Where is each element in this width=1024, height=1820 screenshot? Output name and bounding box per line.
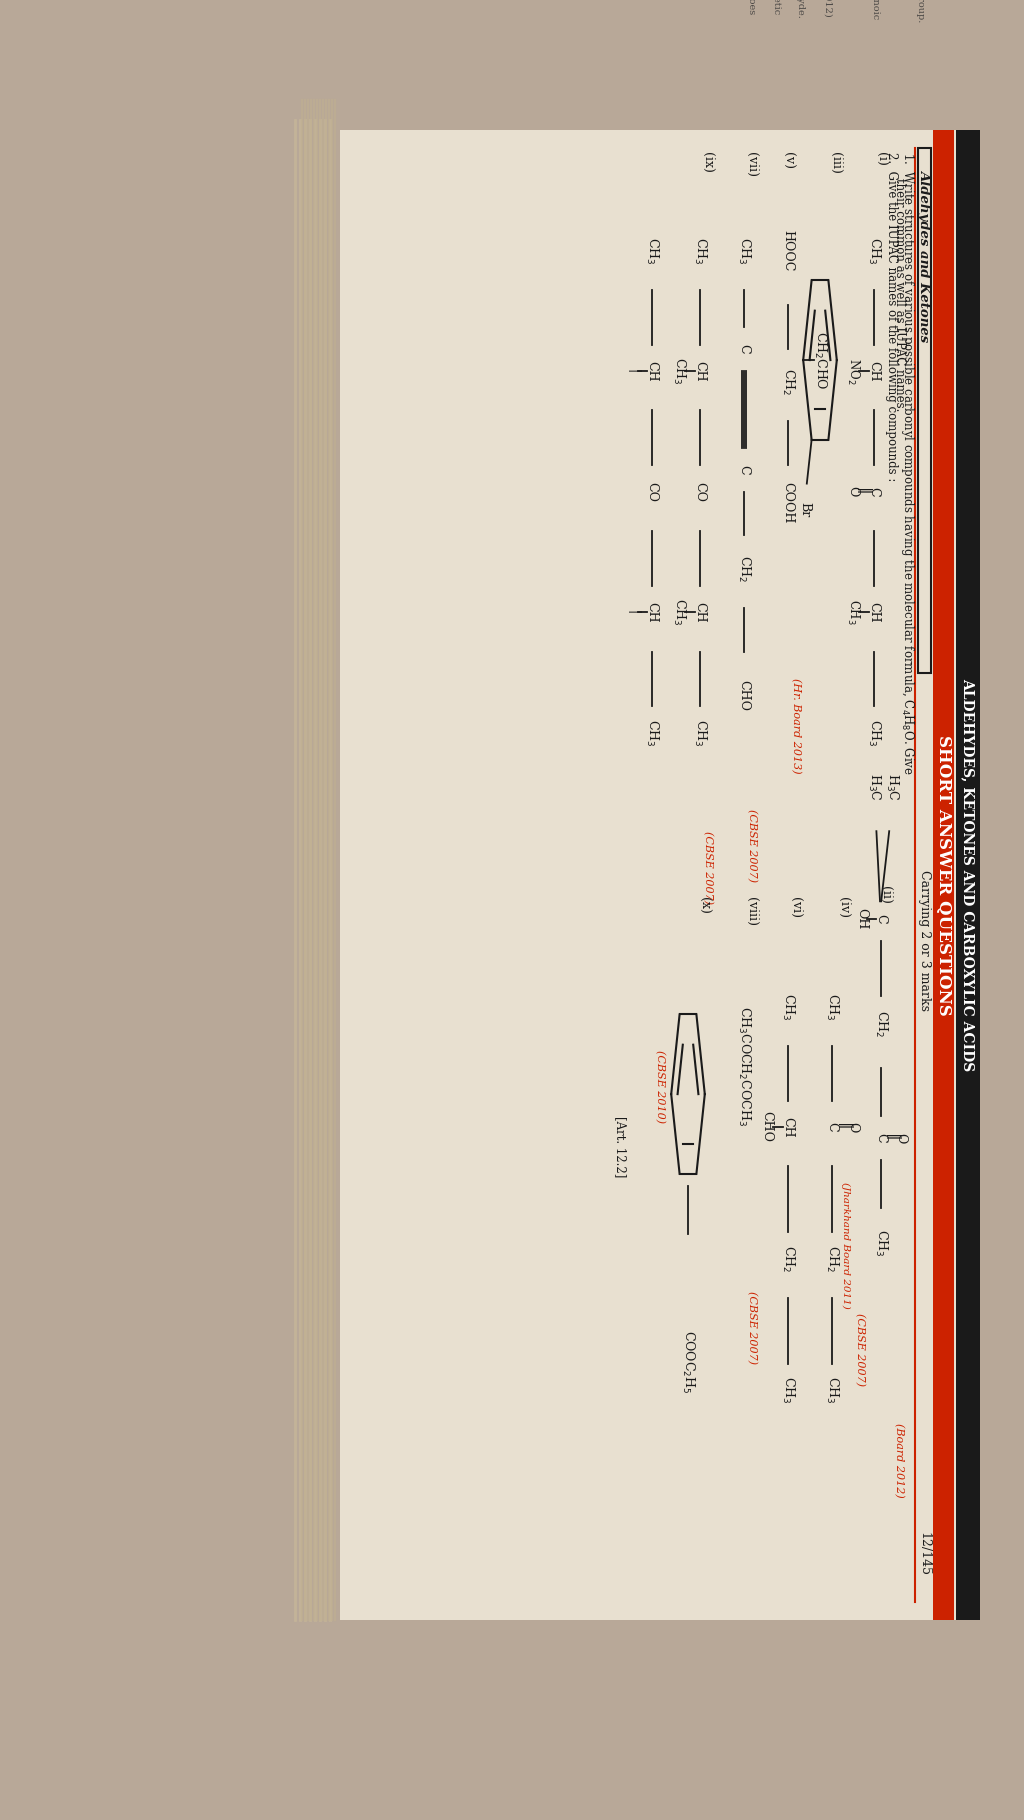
- Text: (vi): (vi): [790, 897, 803, 917]
- Text: CH: CH: [781, 1117, 795, 1138]
- Text: C: C: [867, 486, 881, 497]
- Text: CH$_3$: CH$_3$: [866, 719, 882, 746]
- Text: (ii): (ii): [880, 886, 893, 905]
- Text: (x): (x): [697, 897, 711, 914]
- Text: CH$_3$: CH$_3$: [671, 357, 687, 384]
- Text: 2.  Give the IUPAC names of the following compounds :: 2. Give the IUPAC names of the following…: [885, 151, 898, 480]
- Text: H$_3$C: H$_3$C: [884, 774, 900, 801]
- Text: Br: Br: [798, 502, 811, 517]
- Text: CH$_3$: CH$_3$: [824, 1376, 840, 1403]
- Text: (iv): (iv): [838, 897, 851, 917]
- Text: ‖: ‖: [836, 1123, 851, 1130]
- Text: COOC$_2$H$_5$: COOC$_2$H$_5$: [680, 1330, 696, 1392]
- Text: ition. Acetic: ition. Acetic: [771, 0, 780, 15]
- Text: CHO: CHO: [737, 681, 751, 712]
- Text: O: O: [846, 1121, 859, 1132]
- Text: (Jharkhand Board 2011): (Jharkhand Board 2011): [842, 1181, 851, 1309]
- Text: ‖: ‖: [885, 1134, 899, 1141]
- Text: CH$_2$: CH$_2$: [824, 1245, 840, 1272]
- Text: C: C: [874, 1134, 888, 1143]
- Text: (vii): (vii): [745, 151, 759, 177]
- Text: (iii): (iii): [829, 151, 843, 173]
- Text: HOOC: HOOC: [781, 229, 795, 271]
- Text: Board 2012): Board 2012): [823, 0, 833, 16]
- Text: CH$_2$: CH$_2$: [780, 368, 796, 395]
- Text: C: C: [737, 344, 751, 353]
- Text: (viii): (viii): [745, 897, 759, 926]
- Text: CH$_3$: CH$_3$: [873, 1228, 889, 1258]
- Text: CH: CH: [645, 360, 658, 382]
- Text: C: C: [825, 1123, 839, 1132]
- Text: SHORT ANSWER QUESTIONS: SHORT ANSWER QUESTIONS: [935, 735, 952, 1016]
- Text: an aldehyde.: an aldehyde.: [796, 0, 805, 18]
- Text: CH$_3$: CH$_3$: [845, 599, 861, 624]
- Text: C: C: [874, 914, 888, 923]
- Text: CH$_3$: CH$_3$: [644, 237, 660, 264]
- Text: (CBSE 2007): (CBSE 2007): [855, 1314, 865, 1387]
- Text: OH: OH: [855, 908, 868, 930]
- Text: (ix): (ix): [701, 151, 715, 173]
- Text: Carrying 2 or 3 marks: Carrying 2 or 3 marks: [918, 870, 931, 1012]
- Text: CH$_3$: CH$_3$: [644, 719, 660, 746]
- Text: CH: CH: [867, 602, 881, 622]
- Text: fore, it does: fore, it does: [748, 0, 757, 15]
- Polygon shape: [933, 129, 954, 1620]
- Text: (Board 2012): (Board 2012): [894, 1423, 904, 1498]
- Text: (v): (v): [781, 151, 795, 169]
- Text: CH$_2$: CH$_2$: [736, 555, 752, 582]
- Text: CH: CH: [645, 602, 658, 622]
- Text: COOH: COOH: [781, 482, 795, 522]
- Text: CH$_3$: CH$_3$: [736, 237, 752, 264]
- Text: 1.  Write structures of various possible carbonyl compounds having the molecular: 1. Write structures of various possible …: [899, 151, 915, 775]
- Text: CH: CH: [693, 602, 707, 622]
- Text: COOH group.: COOH group.: [915, 0, 925, 22]
- Text: CO: CO: [645, 482, 658, 502]
- Text: |: |: [627, 610, 639, 613]
- Text: CH: CH: [693, 360, 707, 382]
- Text: NO$_2$: NO$_2$: [845, 359, 861, 384]
- Text: H$_3$C: H$_3$C: [866, 774, 882, 801]
- Polygon shape: [340, 129, 980, 1620]
- Text: CH$_3$: CH$_3$: [692, 237, 708, 264]
- Text: O: O: [847, 486, 860, 497]
- Text: CH$_3$: CH$_3$: [780, 992, 796, 1021]
- Text: CH$_2$: CH$_2$: [873, 1010, 889, 1037]
- Text: CH$_3$: CH$_3$: [692, 719, 708, 746]
- Text: cid (ethanoic: cid (ethanoic: [871, 0, 881, 18]
- Text: CH$_3$: CH$_3$: [671, 599, 687, 626]
- Text: CH$_3$: CH$_3$: [866, 237, 882, 264]
- Text: Aldehydes and Ketones: Aldehydes and Ketones: [918, 169, 931, 342]
- Text: [Art. 12.2]: [Art. 12.2]: [613, 1116, 627, 1178]
- Text: 12/145: 12/145: [918, 1532, 931, 1576]
- Text: ALDEHYDES, KETONES AND CARBOXYLIC ACIDS: ALDEHYDES, KETONES AND CARBOXYLIC ACIDS: [961, 679, 975, 1072]
- Text: ‖: ‖: [855, 488, 870, 495]
- Text: |: |: [627, 369, 639, 373]
- Text: C: C: [737, 464, 751, 475]
- Text: (Hr. Board 2013): (Hr. Board 2013): [791, 677, 801, 774]
- Text: (CBSE 2007): (CBSE 2007): [702, 832, 713, 905]
- Text: O: O: [895, 1132, 907, 1143]
- Text: (CBSE 2007): (CBSE 2007): [746, 1292, 757, 1365]
- Text: CHO: CHO: [761, 1112, 774, 1143]
- Text: CH$_2$CHO: CH$_2$CHO: [812, 331, 828, 389]
- Text: CO: CO: [693, 482, 707, 502]
- Polygon shape: [918, 147, 931, 673]
- Text: their common as well as IUPAC names.: their common as well as IUPAC names.: [893, 178, 905, 411]
- Text: (CBSE 2007): (CBSE 2007): [746, 810, 757, 883]
- Text: CH$_2$: CH$_2$: [780, 1245, 796, 1272]
- Text: (CBSE 2010): (CBSE 2010): [654, 1050, 666, 1123]
- Text: CH$_3$: CH$_3$: [824, 992, 840, 1021]
- Text: CH$_3$COCH$_2$COCH$_3$: CH$_3$COCH$_2$COCH$_3$: [736, 1006, 752, 1127]
- Polygon shape: [956, 129, 980, 1620]
- Text: CH: CH: [867, 360, 881, 382]
- Text: (i): (i): [876, 151, 889, 166]
- Text: CH$_3$: CH$_3$: [780, 1376, 796, 1403]
